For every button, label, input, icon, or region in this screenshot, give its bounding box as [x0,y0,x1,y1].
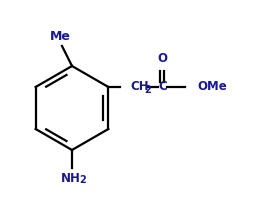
Text: C: C [158,80,167,93]
Text: NH: NH [61,172,81,185]
Text: OMe: OMe [197,80,227,93]
Text: CH: CH [130,80,149,93]
Text: Me: Me [50,31,70,43]
Text: 2: 2 [144,85,151,95]
Text: 2: 2 [80,175,86,185]
Text: O: O [157,52,167,65]
